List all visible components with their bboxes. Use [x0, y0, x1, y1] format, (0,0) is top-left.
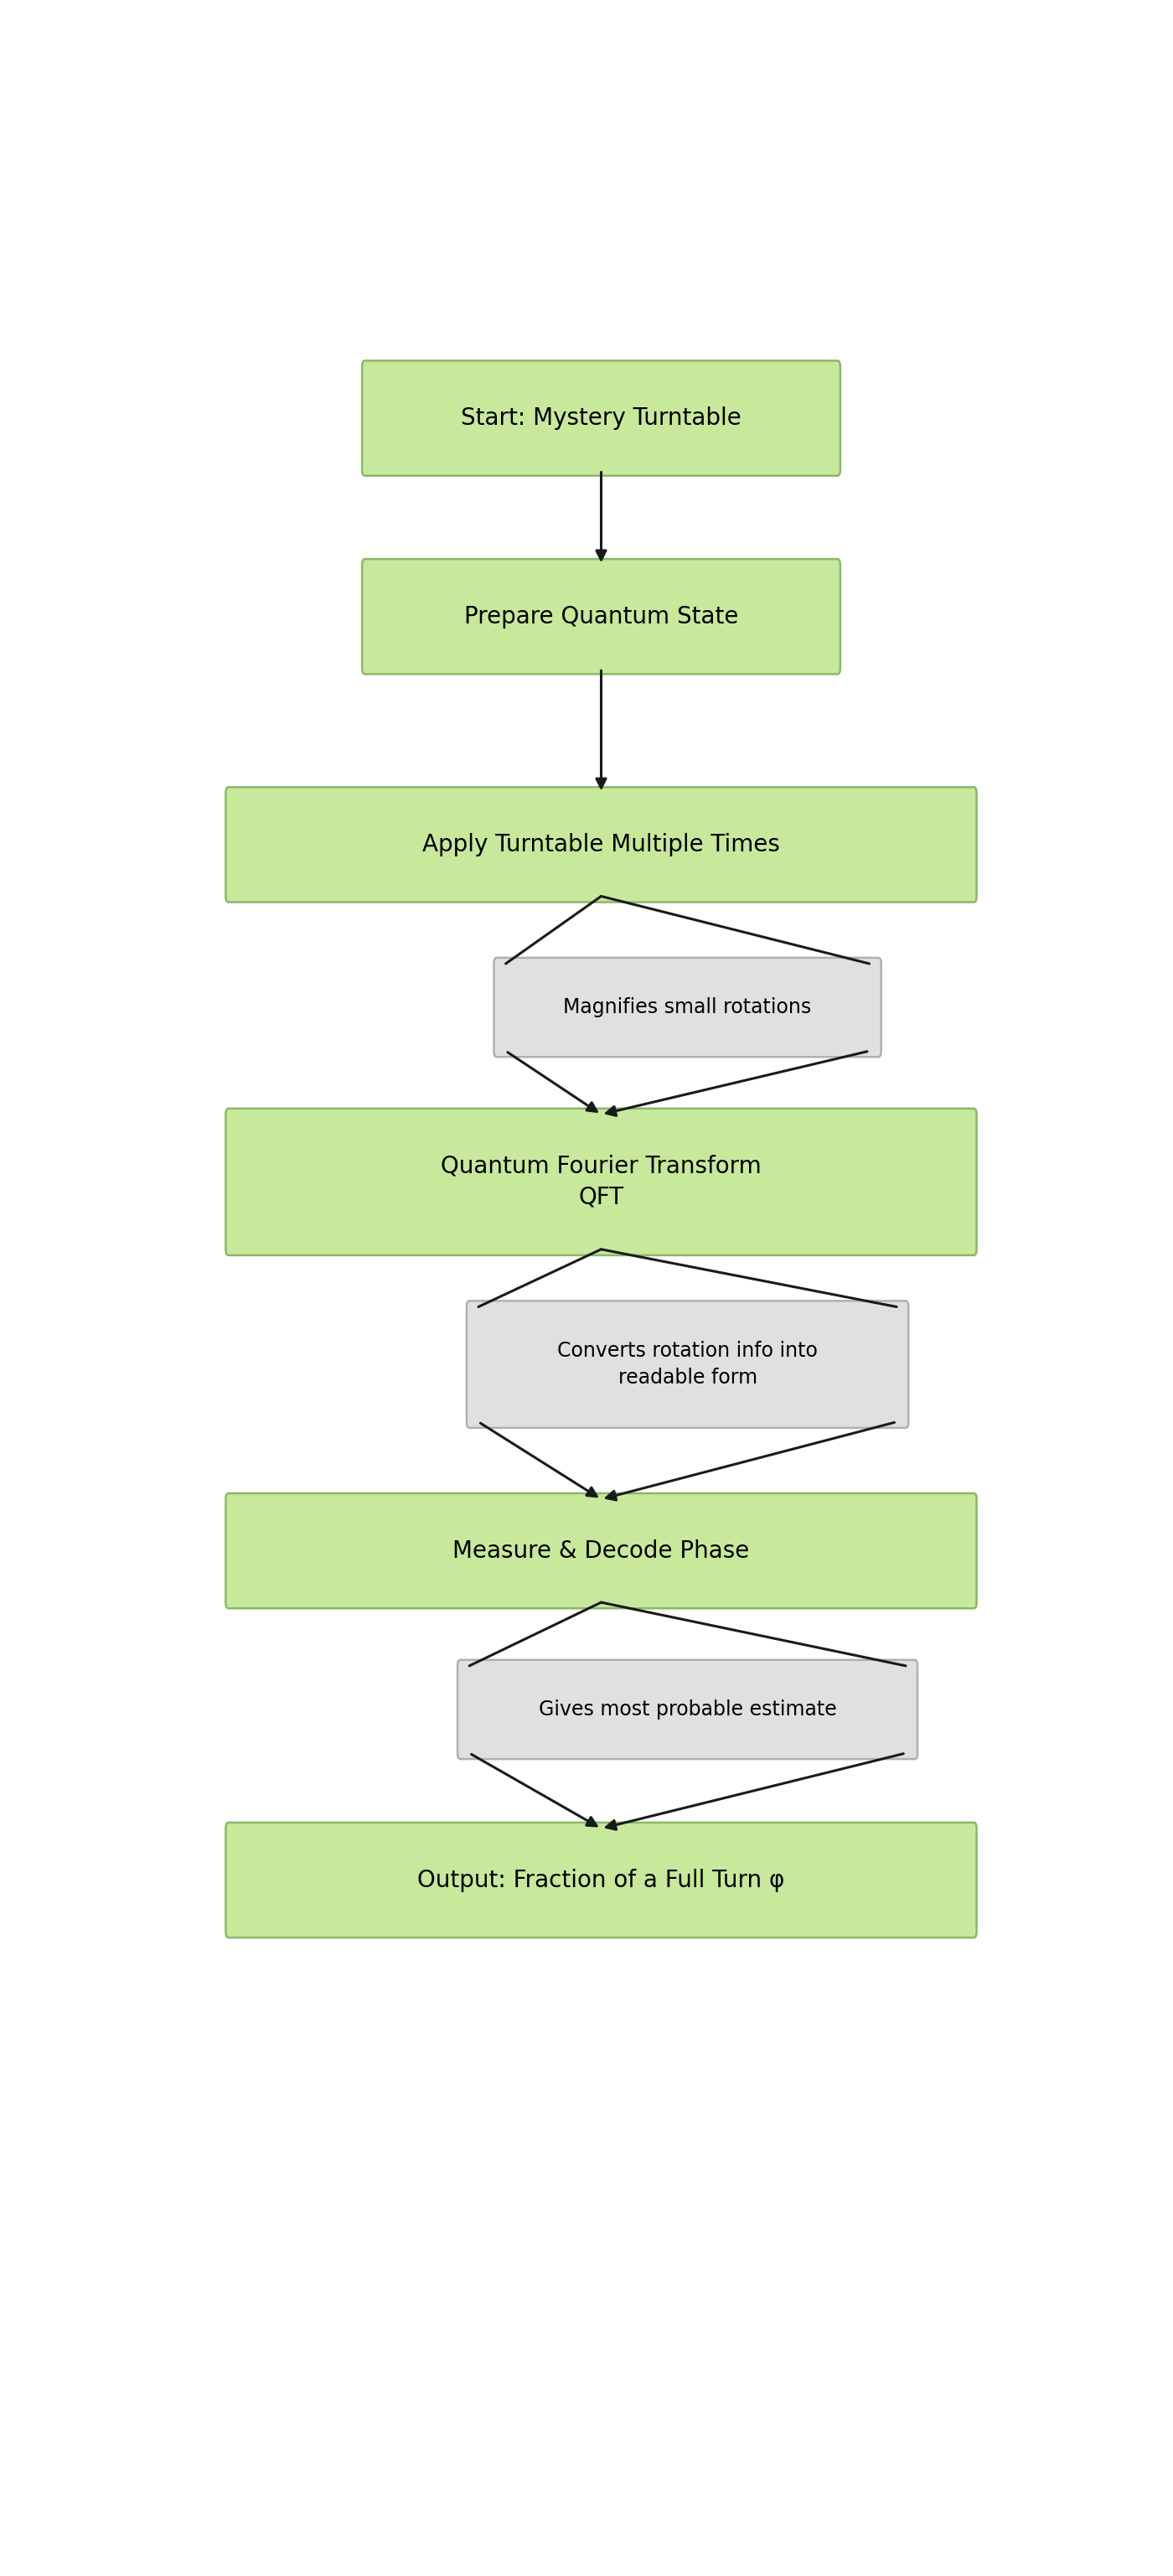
FancyBboxPatch shape: [362, 559, 840, 675]
Text: Prepare Quantum State: Prepare Quantum State: [465, 605, 738, 629]
FancyBboxPatch shape: [457, 1659, 917, 1759]
Text: Gives most probable estimate: Gives most probable estimate: [538, 1700, 836, 1721]
Text: Start: Mystery Turntable: Start: Mystery Turntable: [461, 407, 741, 430]
Text: Measure & Decode Phase: Measure & Decode Phase: [453, 1538, 750, 1564]
Text: Magnifies small rotations: Magnifies small rotations: [563, 997, 812, 1018]
Text: Output: Fraction of a Full Turn φ: Output: Fraction of a Full Turn φ: [418, 1868, 785, 1891]
Text: Converts rotation info into
readable form: Converts rotation info into readable for…: [557, 1342, 818, 1388]
FancyBboxPatch shape: [225, 1108, 977, 1255]
FancyBboxPatch shape: [225, 1824, 977, 1937]
Text: Apply Turntable Multiple Times: Apply Turntable Multiple Times: [422, 832, 780, 855]
FancyBboxPatch shape: [362, 361, 840, 477]
FancyBboxPatch shape: [225, 788, 977, 902]
FancyBboxPatch shape: [467, 1301, 908, 1427]
Text: Quantum Fourier Transform
QFT: Quantum Fourier Transform QFT: [441, 1154, 761, 1208]
FancyBboxPatch shape: [225, 1494, 977, 1607]
FancyBboxPatch shape: [494, 958, 881, 1056]
